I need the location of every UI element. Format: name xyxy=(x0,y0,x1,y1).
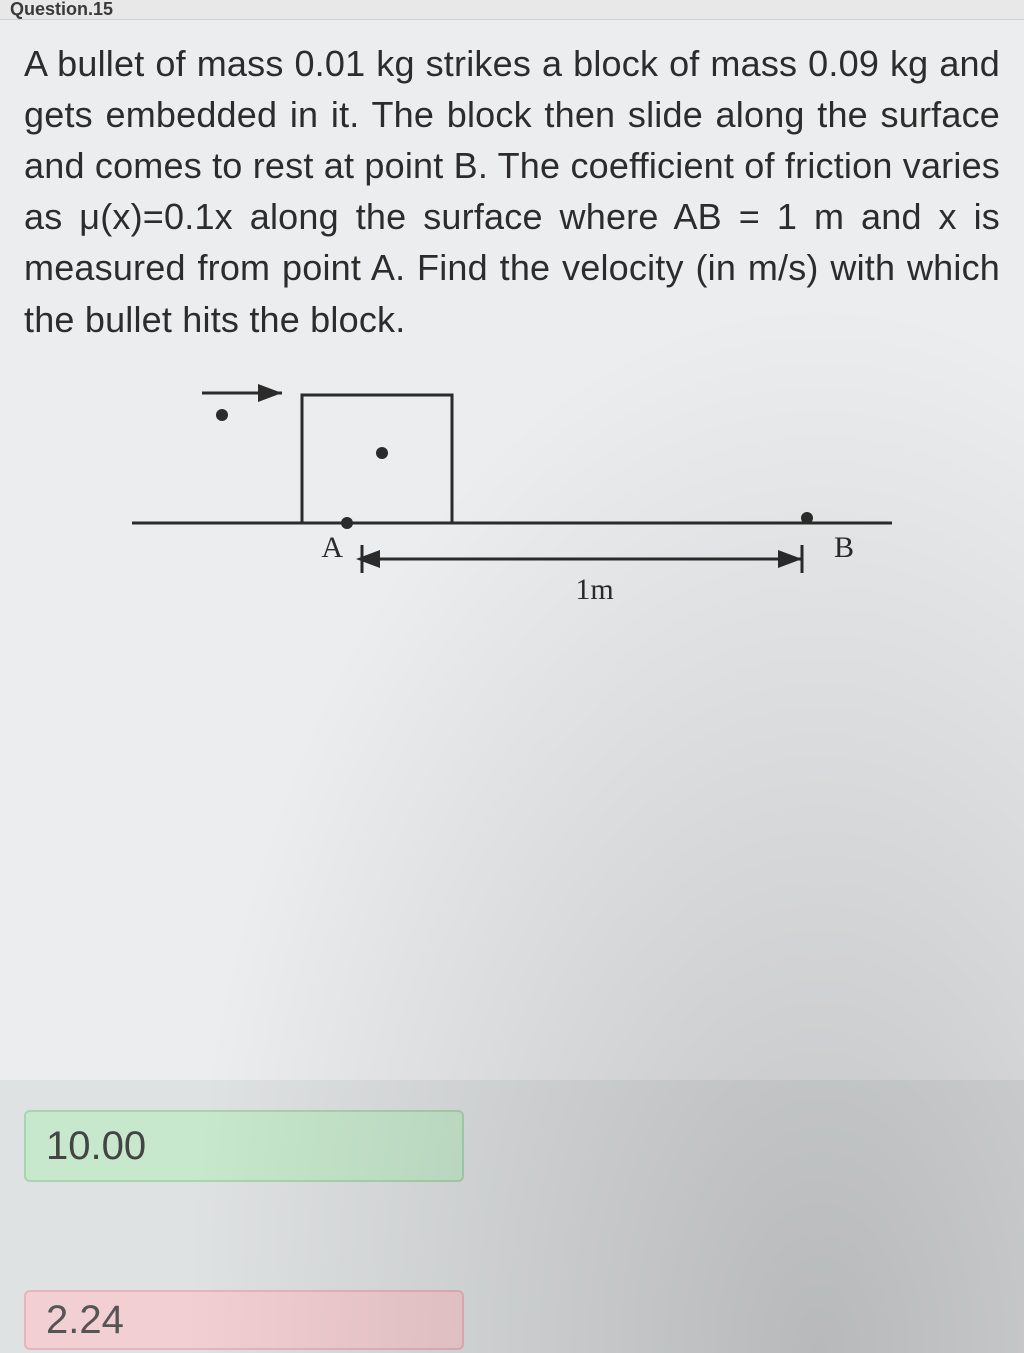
svg-text:B: B xyxy=(834,531,854,564)
answer-value: 10.00 xyxy=(46,1124,146,1169)
question-content: A bullet of mass 0.01 kg strikes a block… xyxy=(0,20,1024,1080)
svg-text:1m: 1m xyxy=(575,573,613,606)
header-bar: Question.15 xyxy=(0,0,1024,20)
question-text: A bullet of mass 0.01 kg strikes a block… xyxy=(24,38,1000,345)
header-left: Question.15 xyxy=(10,0,113,20)
answer-box-secondary: 2.24 xyxy=(24,1290,464,1350)
physics-diagram: A B 1m xyxy=(132,363,892,623)
secondary-value: 2.24 xyxy=(46,1298,124,1343)
svg-text:A: A xyxy=(321,531,343,564)
answer-box-correct: 10.00 xyxy=(24,1110,464,1182)
